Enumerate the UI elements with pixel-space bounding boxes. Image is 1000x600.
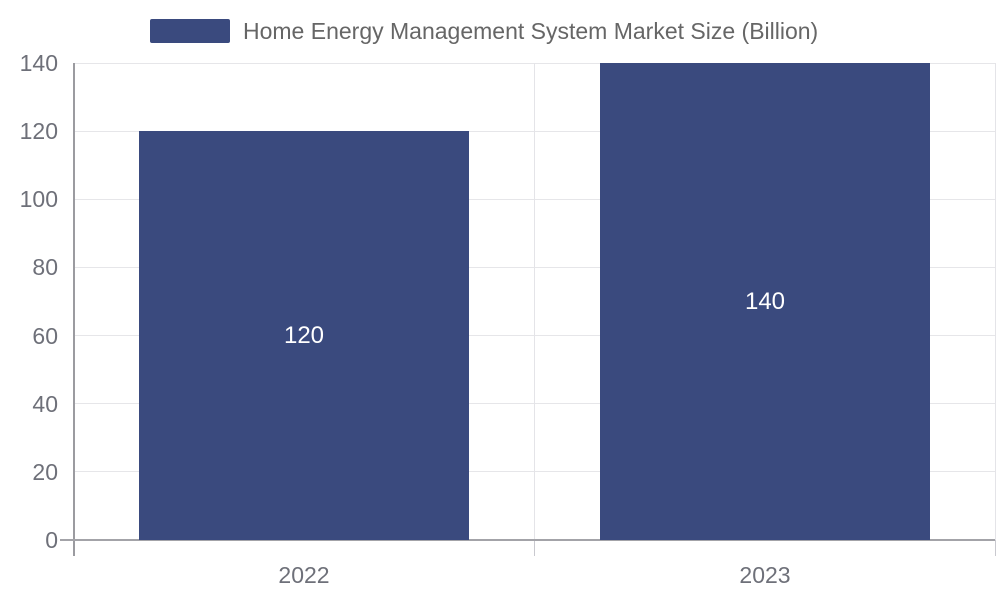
y-axis-tick-label: 40 [32, 390, 58, 417]
legend-label: Home Energy Management System Market Siz… [243, 17, 819, 44]
bar-value-label: 120 [283, 322, 325, 349]
y-axis-tick-label: 100 [19, 186, 58, 213]
y-axis-tick-label: 140 [19, 50, 58, 76]
bar-value-label: 140 [744, 288, 786, 315]
x-axis-tick-mark [994, 540, 996, 556]
legend-item[interactable]: Home Energy Management System Market Siz… [150, 17, 818, 45]
y-axis-tick-label: 60 [32, 322, 58, 349]
gridline-vertical [534, 63, 535, 540]
gridline-vertical [994, 63, 996, 540]
y-axis-line [73, 63, 75, 556]
y-axis-tick-label: 20 [32, 458, 58, 485]
y-axis-tick-label: 80 [32, 254, 58, 281]
x-axis-tick-mark [534, 540, 535, 556]
y-axis-tick-label: 0 [45, 527, 58, 553]
x-axis-tick-label: 2022 [278, 562, 330, 588]
bar[interactable] [600, 63, 930, 540]
bar[interactable] [139, 131, 469, 540]
legend-swatch-icon [150, 19, 230, 43]
x-axis-tick-label: 2023 [739, 562, 791, 588]
x-axis-line [60, 539, 995, 541]
y-axis-tick-label: 120 [19, 118, 58, 145]
